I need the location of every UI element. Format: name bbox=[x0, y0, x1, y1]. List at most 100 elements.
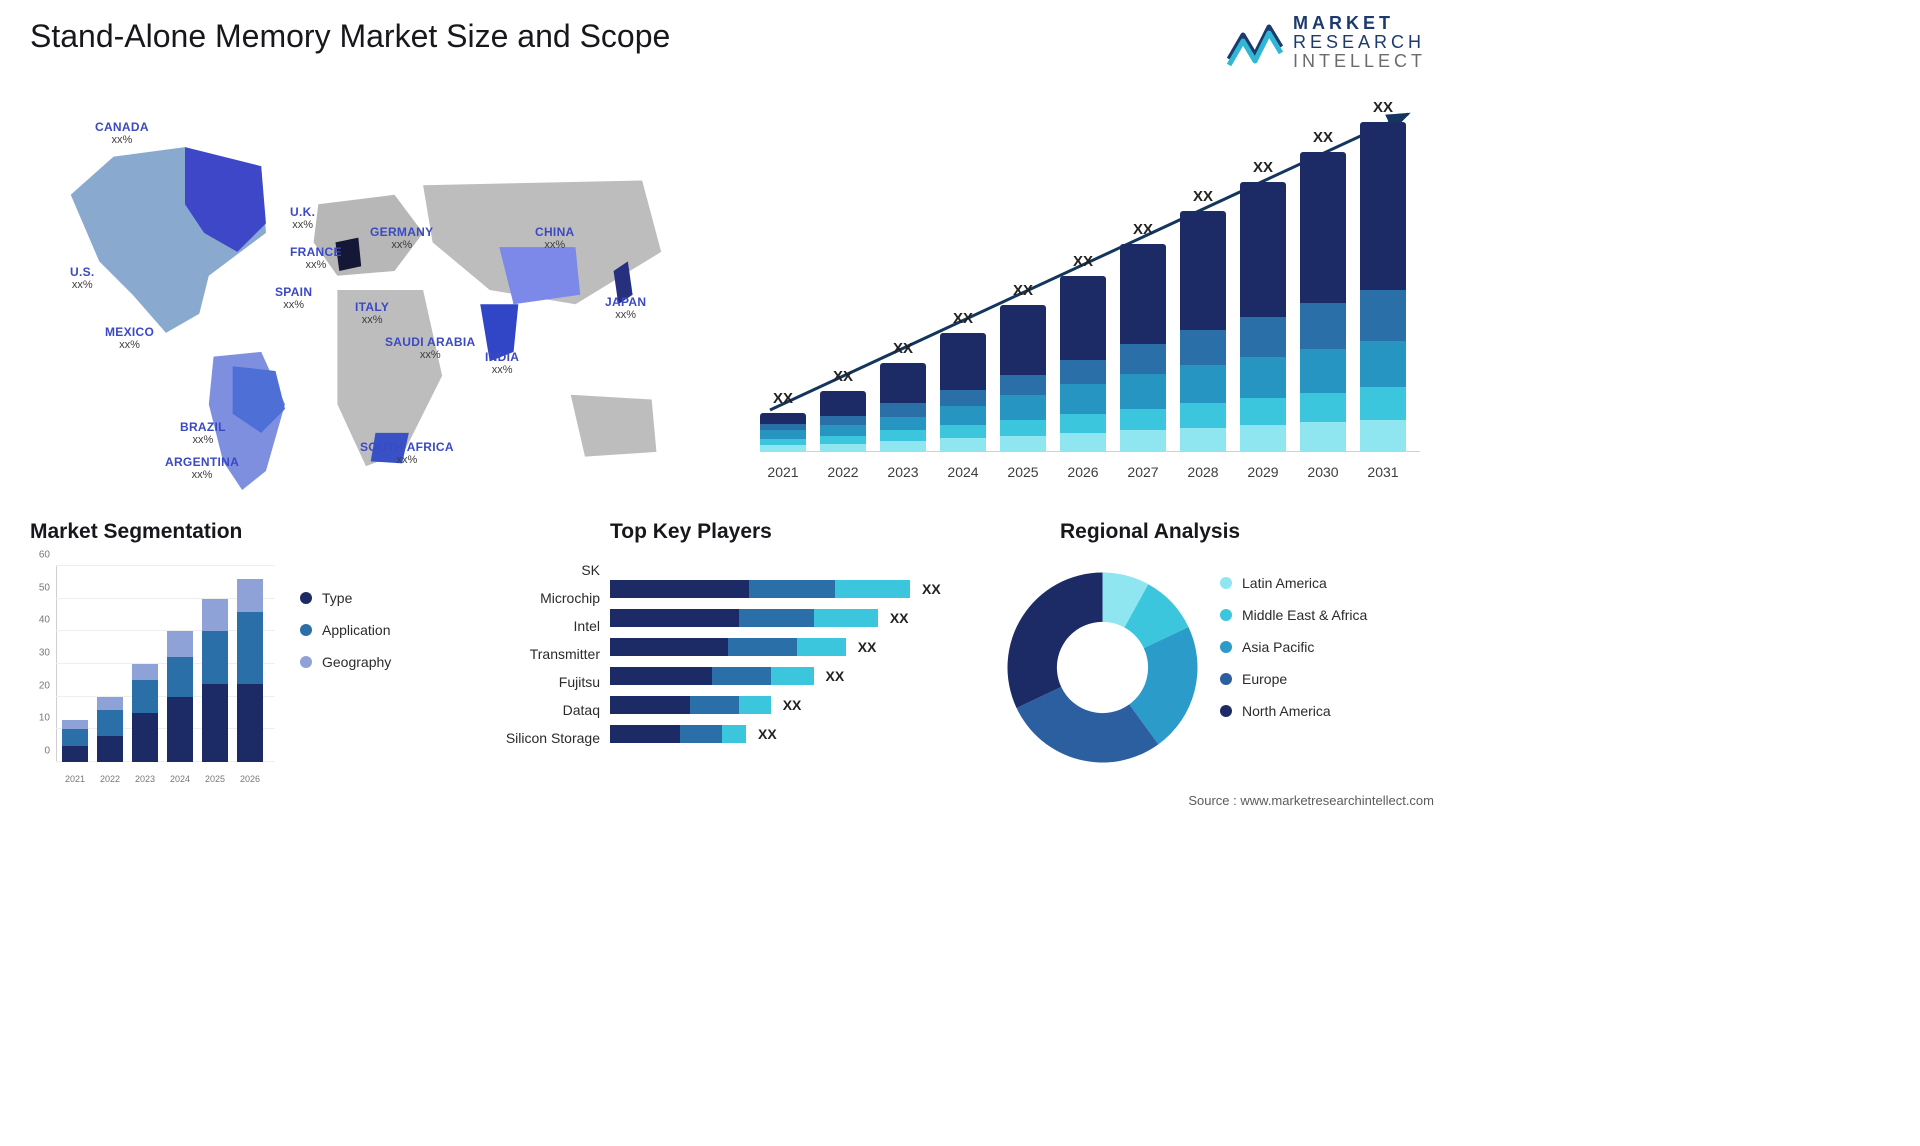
map-label-spain: SPAINxx% bbox=[275, 285, 312, 311]
seg-ytick: 0 bbox=[30, 746, 50, 757]
world-map: CANADAxx% U.S.xx% MEXICOxx% BRAZILxx% ARGENT… bbox=[25, 90, 745, 490]
growth-bar-2026 bbox=[1060, 276, 1106, 452]
growth-chart: 2021XX2022XX2023XX2024XX2025XX2026XX2027… bbox=[760, 100, 1420, 480]
map-label-india: INDIAxx% bbox=[485, 350, 519, 376]
seg-bar-2022 bbox=[97, 697, 123, 762]
seg-year-2023: 2023 bbox=[132, 774, 158, 784]
source-text: Source : www.marketresearchintellect.com bbox=[1188, 793, 1434, 808]
growth-value-2026: XX bbox=[1060, 253, 1106, 270]
kp-name: SK bbox=[480, 562, 600, 579]
map-region-china bbox=[499, 247, 580, 304]
kp-value: XX bbox=[826, 668, 845, 684]
growth-bar-2031 bbox=[1360, 122, 1406, 452]
seg-year-2021: 2021 bbox=[62, 774, 88, 784]
growth-value-2029: XX bbox=[1240, 159, 1286, 176]
map-label-u-s-: U.S.xx% bbox=[70, 265, 95, 291]
kp-name: Intel bbox=[480, 618, 600, 635]
kp-value: XX bbox=[858, 639, 877, 655]
growth-value-2024: XX bbox=[940, 310, 986, 327]
regional-legend-item: North America bbox=[1220, 703, 1367, 719]
growth-bar-2024 bbox=[940, 333, 986, 452]
regional-legend-item: Europe bbox=[1220, 671, 1367, 687]
world-map-svg bbox=[25, 90, 745, 490]
page-title: Stand-Alone Memory Market Size and Scope bbox=[30, 18, 670, 55]
brand-logo: MARKET RESEARCH INTELLECT bbox=[1225, 14, 1426, 71]
kp-name: Transmitter bbox=[480, 646, 600, 663]
kp-name: Fujitsu bbox=[480, 674, 600, 691]
kp-bar-row: XX bbox=[610, 667, 950, 685]
growth-year-2029: 2029 bbox=[1240, 464, 1286, 480]
key-players-bars: XX XX XX XX XX XX bbox=[610, 580, 950, 754]
regional-legend-item: Asia Pacific bbox=[1220, 639, 1367, 655]
growth-bar-2027 bbox=[1120, 244, 1166, 452]
growth-value-2030: XX bbox=[1300, 129, 1346, 146]
segmentation-section: Market Segmentation 0 10 20 30 40 50 60 2021 202… bbox=[30, 520, 460, 790]
map-label-france: FRANCExx% bbox=[290, 245, 342, 271]
regional-legend-item: Middle East & Africa bbox=[1220, 607, 1367, 623]
seg-ytick: 40 bbox=[30, 615, 50, 626]
seg-bar-2025 bbox=[202, 599, 228, 762]
regional-section: Regional Analysis Latin America Middle Ea… bbox=[1000, 520, 1440, 790]
map-label-brazil: BRAZILxx% bbox=[180, 420, 226, 446]
map-label-u-k-: U.K.xx% bbox=[290, 205, 315, 231]
seg-bar-2021 bbox=[62, 720, 88, 762]
kp-value: XX bbox=[922, 581, 941, 597]
growth-year-2031: 2031 bbox=[1360, 464, 1406, 480]
kp-bar-row: XX bbox=[610, 696, 950, 714]
growth-value-2021: XX bbox=[760, 390, 806, 407]
kp-name: Silicon Storage bbox=[480, 730, 600, 747]
growth-year-2027: 2027 bbox=[1120, 464, 1166, 480]
kp-value: XX bbox=[783, 697, 802, 713]
growth-year-2024: 2024 bbox=[940, 464, 986, 480]
seg-ytick: 10 bbox=[30, 713, 50, 724]
seg-bar-2026 bbox=[237, 579, 263, 762]
growth-year-2021: 2021 bbox=[760, 464, 806, 480]
segmentation-chart: 0102030405060202120222023202420252026 bbox=[30, 566, 275, 784]
growth-value-2022: XX bbox=[820, 368, 866, 385]
regional-legend-item: Latin America bbox=[1220, 575, 1367, 591]
seg-legend-item: Geography bbox=[300, 654, 391, 670]
growth-bar-2021 bbox=[760, 413, 806, 452]
kp-bar-row: XX bbox=[610, 580, 950, 598]
growth-value-2028: XX bbox=[1180, 188, 1226, 205]
growth-bar-2025 bbox=[1000, 305, 1046, 452]
growth-year-2028: 2028 bbox=[1180, 464, 1226, 480]
regional-title: Regional Analysis bbox=[1060, 520, 1240, 544]
segmentation-title: Market Segmentation bbox=[30, 520, 460, 544]
growth-year-2025: 2025 bbox=[1000, 464, 1046, 480]
seg-year-2025: 2025 bbox=[202, 774, 228, 784]
map-label-germany: GERMANYxx% bbox=[370, 225, 433, 251]
growth-year-2030: 2030 bbox=[1300, 464, 1346, 480]
map-label-italy: ITALYxx% bbox=[355, 300, 389, 326]
kp-value: XX bbox=[758, 726, 777, 742]
key-players-title: Top Key Players bbox=[610, 520, 772, 544]
seg-year-2022: 2022 bbox=[97, 774, 123, 784]
seg-ytick: 50 bbox=[30, 582, 50, 593]
seg-legend-item: Type bbox=[300, 590, 391, 606]
growth-year-2023: 2023 bbox=[880, 464, 926, 480]
seg-ytick: 30 bbox=[30, 648, 50, 659]
seg-ytick: 60 bbox=[30, 550, 50, 561]
growth-bar-2028 bbox=[1180, 211, 1226, 452]
map-label-south-africa: SOUTH AFRICAxx% bbox=[360, 440, 454, 466]
map-label-canada: CANADAxx% bbox=[95, 120, 149, 146]
growth-bar-2030 bbox=[1300, 152, 1346, 452]
seg-year-2024: 2024 bbox=[167, 774, 193, 784]
growth-value-2031: XX bbox=[1360, 99, 1406, 116]
map-label-mexico: MEXICOxx% bbox=[105, 325, 154, 351]
growth-bar-2022 bbox=[820, 391, 866, 452]
kp-bar-row: XX bbox=[610, 609, 950, 627]
seg-ytick: 20 bbox=[30, 680, 50, 691]
growth-value-2023: XX bbox=[880, 340, 926, 357]
growth-bar-2029 bbox=[1240, 182, 1286, 452]
seg-bar-2024 bbox=[167, 631, 193, 762]
key-players-section: Top Key Players SK Microchip Intel Transmit… bbox=[480, 520, 980, 790]
map-label-saudi-arabia: SAUDI ARABIAxx% bbox=[385, 335, 476, 361]
kp-name: Microchip bbox=[480, 590, 600, 607]
kp-value: XX bbox=[890, 610, 909, 626]
regional-legend: Latin America Middle East & Africa Asia Pa… bbox=[1220, 575, 1367, 735]
logo-line3: INTELLECT bbox=[1293, 52, 1426, 71]
growth-bar-2023 bbox=[880, 363, 926, 452]
kp-name: Dataq bbox=[480, 702, 600, 719]
map-label-argentina: ARGENTINAxx% bbox=[165, 455, 239, 481]
